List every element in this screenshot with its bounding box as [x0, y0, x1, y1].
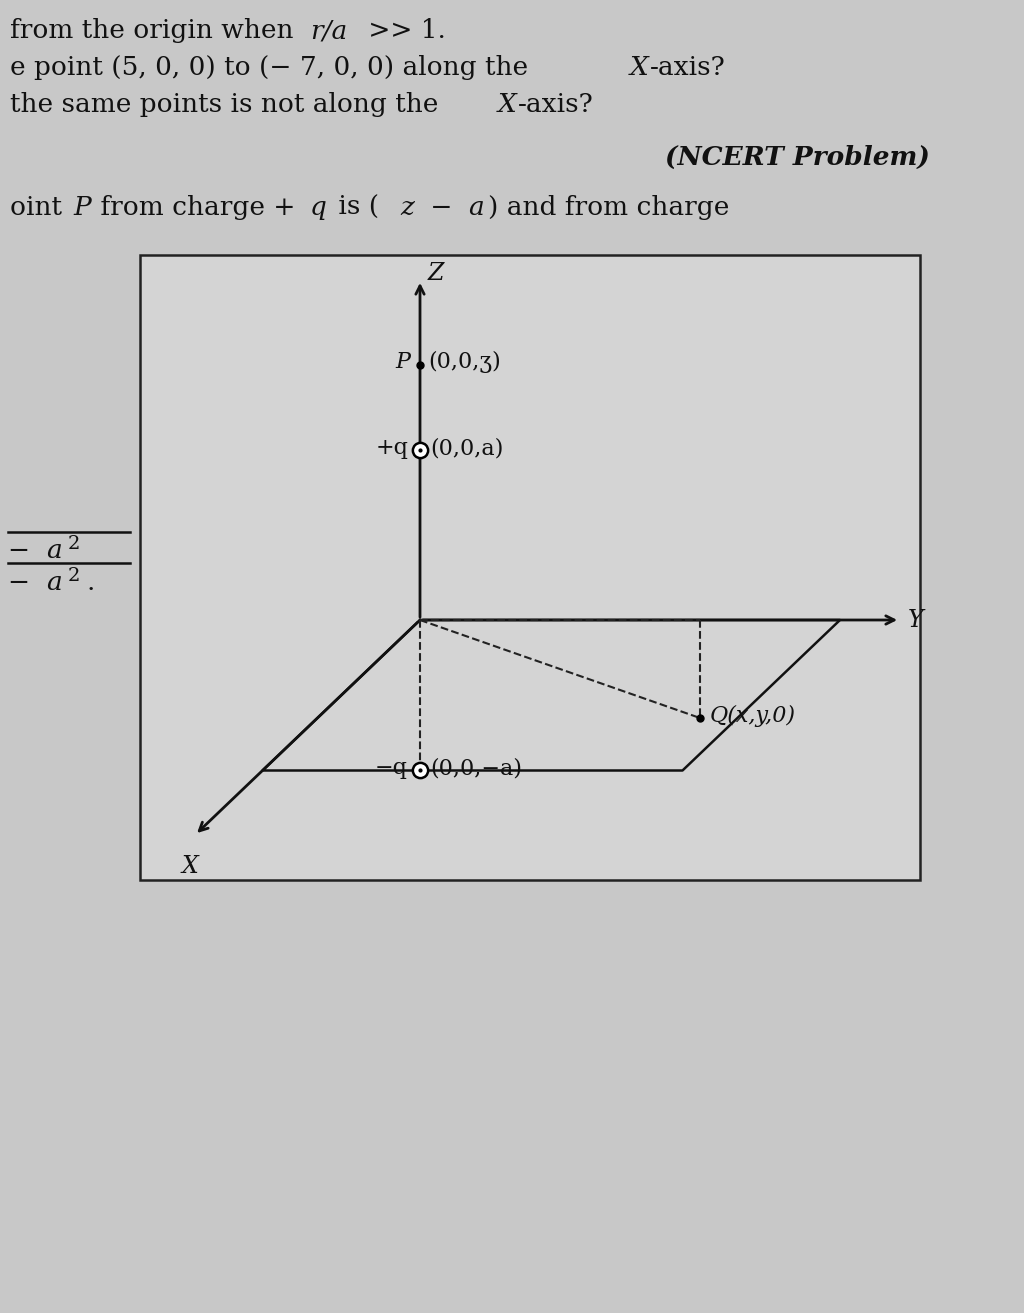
- Text: −: −: [8, 538, 39, 563]
- Text: is (: is (: [330, 196, 379, 221]
- Text: X: X: [498, 92, 517, 117]
- Text: X: X: [630, 55, 649, 80]
- Text: (0,0,a): (0,0,a): [430, 437, 504, 460]
- Text: a: a: [468, 196, 483, 221]
- Text: r/a: r/a: [310, 18, 347, 43]
- Text: −: −: [422, 196, 461, 221]
- Text: e point (5, 0, 0) to (− 7, 0, 0) along the: e point (5, 0, 0) to (− 7, 0, 0) along t…: [10, 55, 537, 80]
- Text: +q: +q: [375, 437, 408, 460]
- Text: a: a: [46, 538, 61, 563]
- Text: >> 1.: >> 1.: [360, 18, 445, 43]
- Text: Q(x,y,0): Q(x,y,0): [710, 705, 796, 727]
- Text: -axis?: -axis?: [518, 92, 594, 117]
- Text: .: .: [86, 570, 94, 595]
- Text: 2: 2: [68, 534, 80, 553]
- Text: (NCERT Problem): (NCERT Problem): [666, 144, 930, 169]
- Text: −: −: [8, 570, 39, 595]
- Text: Y: Y: [908, 608, 924, 632]
- Text: P: P: [73, 196, 91, 221]
- Text: -axis?: -axis?: [650, 55, 726, 80]
- Text: (0,0,−a): (0,0,−a): [430, 758, 522, 779]
- Text: a: a: [46, 570, 61, 595]
- Text: q: q: [310, 196, 327, 221]
- Text: the same points is not along the: the same points is not along the: [10, 92, 446, 117]
- Text: (0,0,ʒ): (0,0,ʒ): [428, 351, 501, 373]
- Text: P: P: [395, 351, 410, 373]
- Text: X: X: [181, 855, 199, 878]
- Text: 2: 2: [68, 567, 80, 586]
- Text: Z: Z: [428, 263, 444, 285]
- Text: from charge +: from charge +: [92, 196, 295, 221]
- Text: oint: oint: [10, 196, 71, 221]
- Text: −q: −q: [375, 758, 408, 779]
- Text: z: z: [400, 196, 414, 221]
- Bar: [140, 255, 920, 880]
- Text: ) and from charge: ) and from charge: [488, 196, 729, 221]
- Text: from the origin when: from the origin when: [10, 18, 302, 43]
